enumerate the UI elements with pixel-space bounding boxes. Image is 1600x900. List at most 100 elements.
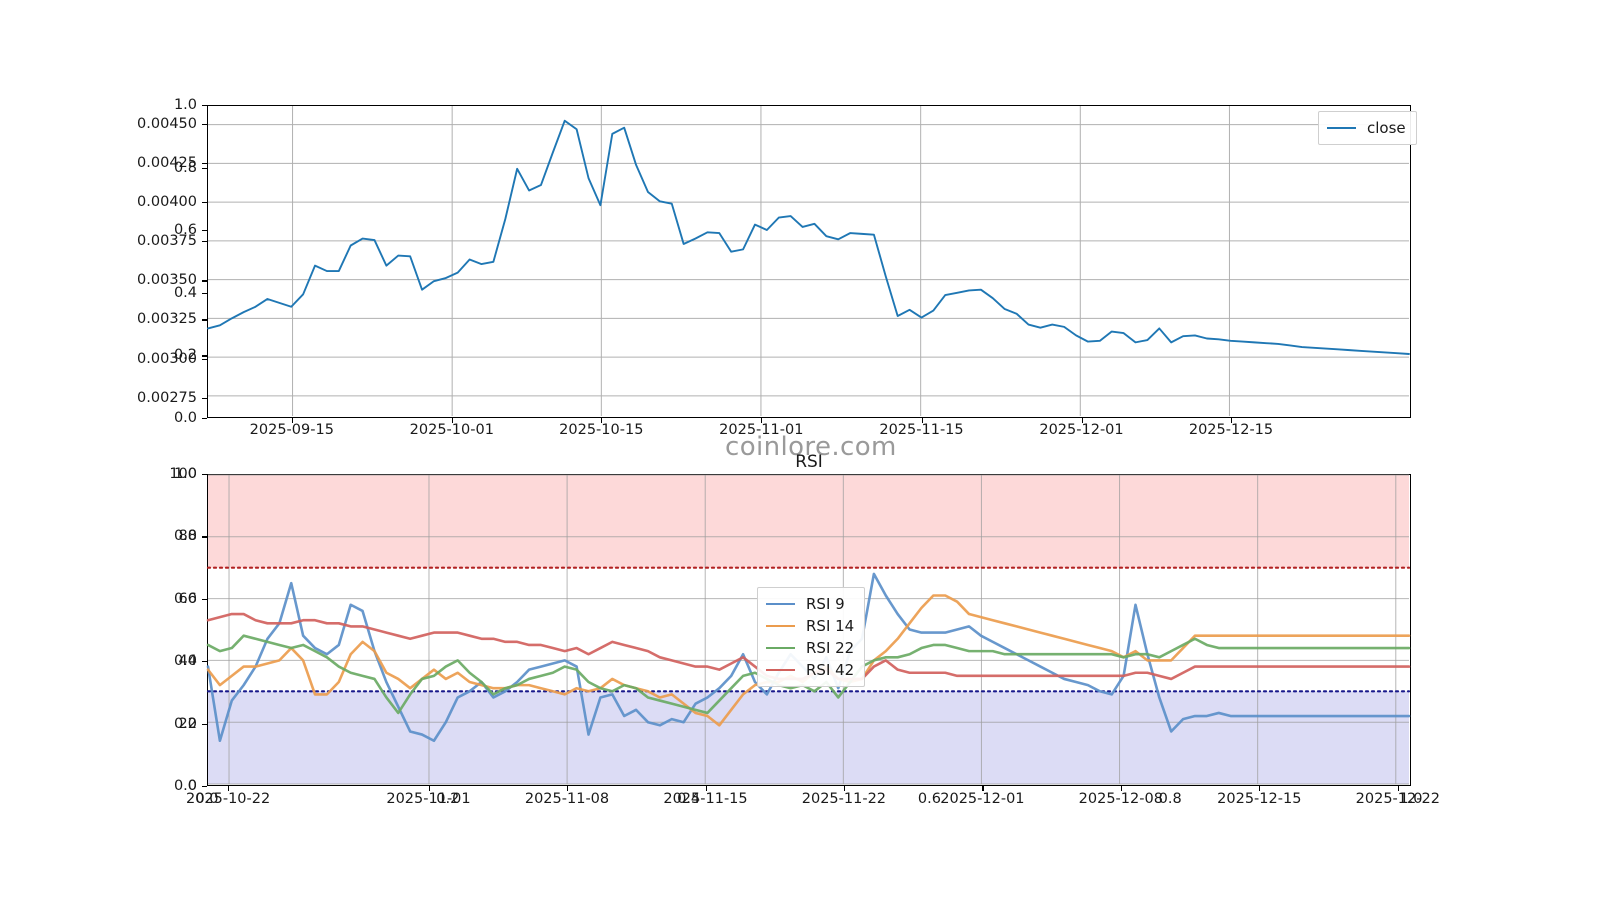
price-y-tick-mark [202,162,207,165]
rsi-x-tick-mark [567,786,569,791]
price-y-tick-mark-secondary [202,355,207,357]
rsi-x-tick-label: 2025-11-15 [663,791,748,807]
price-line-svg [207,106,1410,416]
rsi-x-tick-mark [982,786,984,791]
price-x-tick-mark [1231,418,1233,423]
rsi-y-tick-mark [202,598,207,601]
rsi-legend[interactable]: RSI 9 RSI 14 RSI 22 RSI 42 [757,587,866,687]
rsi-x-tick-label: 2025-11-08 [524,791,610,807]
price-y-tick-label-secondary: 1.0 [173,97,197,113]
price-y-tick-label: 0.00350 [137,272,197,289]
price-plot-area [207,105,1411,418]
legend-line-swatch-icon [766,647,795,649]
price-x-tick-mark [601,418,603,423]
rsi-legend-item[interactable]: RSI 42 [766,659,854,681]
rsi-y-tick-mark [202,536,207,538]
rsi-legend-item[interactable]: RSI 22 [766,637,854,659]
rsi-x-tick-label: 2025-11-01 [386,791,471,807]
rsi-y-tick-label: 40 [178,653,197,670]
rsi-y-tick-mark [202,786,207,788]
price-y-tick-label-secondary: 0.2 [173,347,197,364]
rsi-legend-item[interactable]: RSI 14 [766,615,854,637]
rsi-x-tick-label: 2025-12-22 [1355,791,1440,807]
price-y-tick-label: 0.00425 [137,154,197,171]
legend-line-swatch-icon [1327,127,1356,129]
rsi-y-tick-label-secondary: 0.2 [173,715,197,732]
rsi-legend-label: RSI 22 [806,639,855,657]
rsi-y-tick-mark [202,723,207,725]
rsi-x-tick-mark [843,786,846,791]
legend-line-swatch-icon [766,669,795,671]
rsi-chart-panel: 0 20 40 60 80 100 0.0 0.2 0.4 0.6 0.8 1.0 2025-10-2… [0,440,1600,840]
price-y-tick-label-secondary: 0.8 [173,159,197,176]
price-x-tick-label: 2025-10-01 [409,422,494,438]
price-x-tick-mark [761,418,763,423]
price-x-tick-mark [451,418,453,423]
rsi-x-tick-mark [428,786,430,791]
rsi-y-tick-label: 60 [178,590,197,607]
price-x-tick-label: 2025-09-15 [249,422,334,438]
price-x-tick-mark [1081,418,1083,423]
rsi-x-tick-label-secondary: 0.0 [195,791,219,807]
rsi-legend-label: RSI 9 [806,595,845,613]
rsi-legend-item[interactable]: RSI 9 [766,593,854,615]
price-y-tick-label: 0.00325 [137,311,197,328]
rsi-x-tick-label: 2025-10-22 [185,791,271,807]
price-x-tick-mark [921,418,923,423]
rsi-x-tick-label: 2025-12-15 [1217,791,1302,807]
rsi-y-tick-mark [202,474,207,476]
legend-line-swatch-icon [766,625,795,627]
price-y-tick-label: 0.00375 [137,233,197,250]
rsi-x-tick-label: 2025-11-22 [801,791,887,807]
price-y-tick-label: 0.00400 [137,194,197,210]
rsi-y-tick-label: 100 [169,466,197,482]
rsi-x-tick-label-secondary: 0.6 [917,791,941,807]
rsi-x-tick-label-secondary: 0.2 [436,791,460,807]
rsi-y-tick-label-secondary: 0.8 [173,528,197,545]
price-x-tick-label: 2025-10-15 [559,422,644,438]
price-y-tick-mark [202,319,207,321]
price-y-tick-label-secondary: 0.6 [173,222,197,239]
price-x-tick-mark [291,418,293,423]
rsi-y-tick-label: 20 [178,715,197,732]
price-y-tick-label: 0.00450 [137,115,197,132]
rsi-x-tick-label-secondary: 1.0 [1399,791,1423,807]
rsi-x-tick-mark [1120,786,1122,791]
price-y-tick-mark [202,123,207,126]
watermark-coinlore: coinlore.com [725,432,897,462]
rsi-y-tick-label: 80 [178,528,197,545]
price-legend[interactable]: close [1318,111,1417,145]
price-x-tick-label: 2025-12-15 [1188,422,1274,438]
price-y-tick-mark [202,397,207,399]
rsi-x-tick-mark [1259,786,1261,791]
rsi-y-tick-label-secondary: 1.0 [173,466,197,482]
price-legend-label: close [1367,119,1406,137]
price-y-tick-label-secondary: 0.4 [173,284,197,301]
price-y-tick-mark [202,202,207,204]
rsi-x-tick-mark [228,786,230,791]
rsi-y-tick-label: 0 [187,778,197,794]
rsi-y-tick-mark [202,661,207,663]
price-legend-item[interactable]: close [1327,117,1406,139]
price-y-tick-mark-secondary [202,167,207,169]
price-y-tick-mark-secondary [202,418,207,420]
price-y-tick-label: 0.00275 [137,389,197,406]
price-y-tick-label-secondary: 0.0 [173,410,197,426]
price-y-tick-mark-secondary [202,292,207,295]
rsi-x-tick-mark [1397,786,1399,791]
rsi-y-tick-label-secondary: 0.0 [173,778,197,794]
price-x-tick-label: 2025-12-01 [1039,422,1124,438]
rsi-x-tick-mark [705,786,707,791]
price-y-tick-mark [202,358,207,360]
price-y-tick-label: 0.00300 [137,350,197,367]
rsi-y-tick-label-secondary: 0.4 [173,653,197,670]
rsi-chart-title: RSI [795,452,823,472]
price-y-tick-mark [202,280,207,282]
rsi-y-tick-label-secondary: 0.6 [173,590,197,607]
rsi-x-tick-label-secondary: 0.4 [677,791,701,807]
legend-line-swatch-icon [766,603,795,605]
price-chart-panel: 0.00275 0.00300 0.00325 0.00350 0.00375 0.004… [137,97,1417,438]
price-x-tick-label: 2025-11-15 [879,422,964,438]
rsi-x-tick-label-secondary: 0.8 [1158,791,1182,807]
